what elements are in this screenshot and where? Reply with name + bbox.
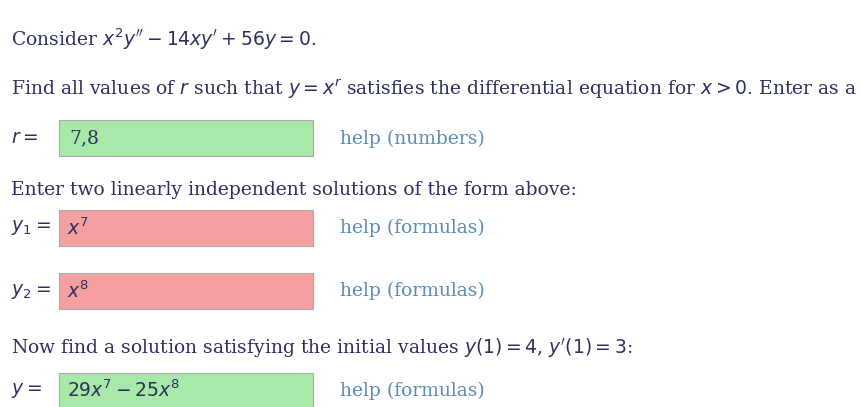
Text: Consider $x^2y^{\prime\prime} - 14xy^{\prime} + 56y = 0$.: Consider $x^2y^{\prime\prime} - 14xy^{\p…	[11, 26, 316, 52]
Text: $r =$: $r =$	[11, 129, 38, 147]
Text: $y_1 =$: $y_1 =$	[11, 219, 51, 237]
Text: help (formulas): help (formulas)	[340, 282, 485, 300]
Text: help (formulas): help (formulas)	[340, 219, 485, 237]
Text: $x^8$: $x^8$	[67, 280, 89, 302]
Text: 7,8: 7,8	[69, 129, 99, 147]
Text: Enter two linearly independent solutions of the form above:: Enter two linearly independent solutions…	[11, 181, 577, 199]
Text: help (numbers): help (numbers)	[340, 129, 485, 147]
Text: help (formulas): help (formulas)	[340, 382, 485, 400]
Text: $y_2 =$: $y_2 =$	[11, 282, 51, 300]
FancyBboxPatch shape	[59, 210, 313, 246]
FancyBboxPatch shape	[59, 273, 313, 309]
Text: Now find a solution satisfying the initial values $y(1) = 4$, $y^{\prime}(1) = 3: Now find a solution satisfying the initi…	[11, 336, 633, 360]
Text: $29x^7 - 25x^8$: $29x^7 - 25x^8$	[67, 380, 180, 401]
FancyBboxPatch shape	[59, 120, 313, 156]
FancyBboxPatch shape	[59, 373, 313, 407]
Text: $y =$: $y =$	[11, 381, 42, 400]
Text: Find all values of $r$ such that $y = x^r$ satisfies the differential equation f: Find all values of $r$ such that $y = x^…	[11, 77, 861, 101]
Text: $x^7$: $x^7$	[67, 217, 89, 239]
